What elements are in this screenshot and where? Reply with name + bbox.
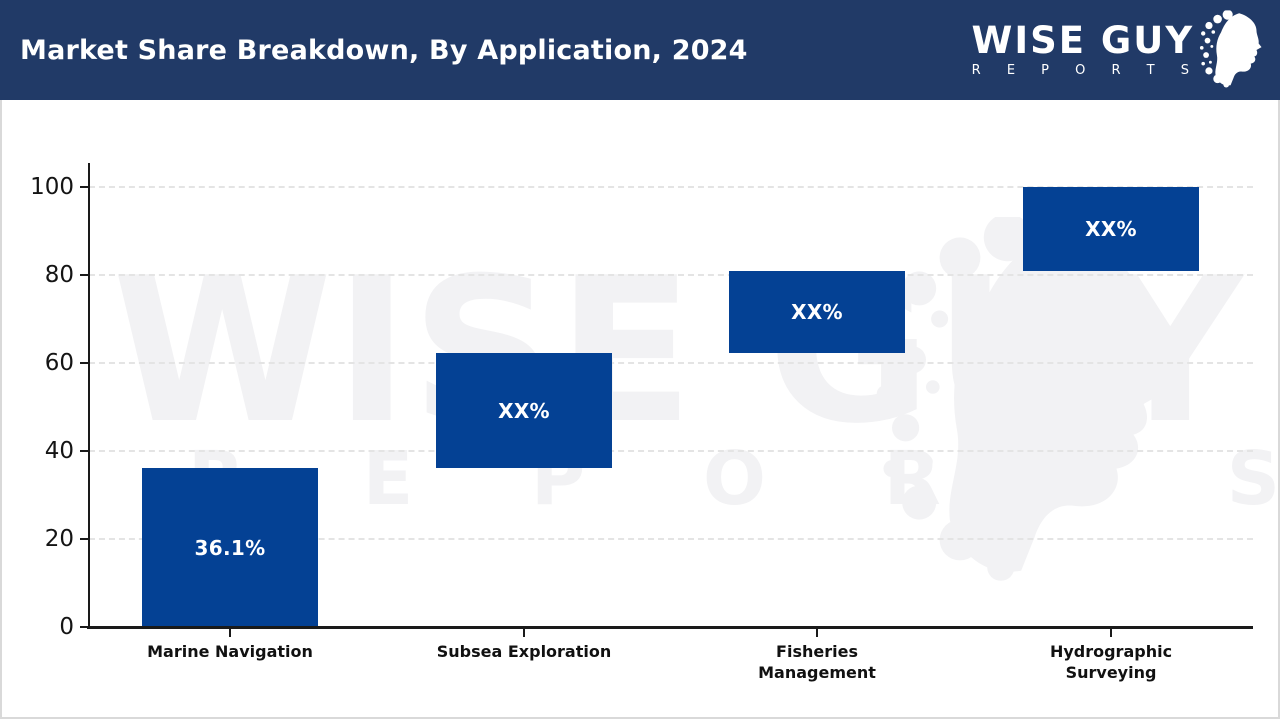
- y-axis-tick-20: [80, 538, 88, 540]
- header-bar: Market Share Breakdown, By Application, …: [0, 0, 1280, 100]
- y-axis-label-60: 60: [44, 350, 74, 376]
- bar-value-label: 36.1%: [194, 535, 266, 560]
- y-axis-tick-60: [80, 362, 88, 364]
- y-axis-tick-80: [80, 274, 88, 276]
- page-title: Market Share Breakdown, By Application, …: [20, 34, 748, 66]
- y-axis-line: [88, 163, 90, 629]
- y-axis-tick-100: [80, 186, 88, 188]
- gridline-80: [89, 274, 1253, 276]
- category-label-0: Marine Navigation: [147, 642, 313, 661]
- gridline-60: [89, 362, 1253, 364]
- y-axis-label-100: 100: [30, 174, 74, 200]
- bar-value-label: XX%: [1085, 217, 1137, 242]
- logo-face-icon: [1196, 8, 1268, 92]
- y-axis-label-20: 20: [44, 526, 74, 552]
- x-axis-line: [87, 626, 1253, 629]
- category-label-line: Hydrographic: [1049, 642, 1173, 661]
- x-axis-tick-1: [523, 629, 525, 637]
- gridline-40: [89, 450, 1253, 452]
- gridline-100: [89, 186, 1253, 188]
- y-axis-label-40: 40: [44, 438, 74, 464]
- bar-value-label: XX%: [791, 299, 843, 324]
- y-axis-tick-40: [80, 450, 88, 452]
- logo-wordmark: WISE GUY: [971, 19, 1195, 63]
- x-axis-tick-0: [229, 629, 231, 637]
- logo-subtitle: R E P O R T S: [971, 62, 1200, 78]
- y-axis-tick-0: [80, 626, 88, 628]
- bar-subsea-exploration: XX%: [436, 352, 612, 469]
- category-label-1: Subsea Exploration: [436, 642, 612, 661]
- wise-guy-reports-logo: WISE GUY R E P O R T S: [966, 0, 1268, 100]
- category-label-line: Fisheries: [776, 642, 858, 661]
- bar-fisheries-management: XX%: [729, 271, 905, 353]
- x-axis-tick-2: [816, 629, 818, 637]
- category-label-line: Surveying: [1065, 663, 1157, 682]
- category-label-2: Fisheries Management: [692, 641, 942, 683]
- bar-marine-navigation: 36.1%: [142, 468, 318, 627]
- bar-value-label: XX%: [498, 398, 550, 423]
- x-axis-tick-3: [1110, 629, 1112, 637]
- y-axis-label-80: 80: [44, 262, 74, 288]
- y-axis-label-0: 0: [59, 614, 74, 640]
- bar-hydrographic-surveying: XX%: [1023, 187, 1199, 272]
- gridline-20: [89, 538, 1253, 540]
- category-label-3: Hydrographic Surveying: [986, 641, 1236, 683]
- category-label-line: Management: [758, 663, 876, 682]
- logo-text: WISE GUY R E P O R T S: [966, 19, 1200, 78]
